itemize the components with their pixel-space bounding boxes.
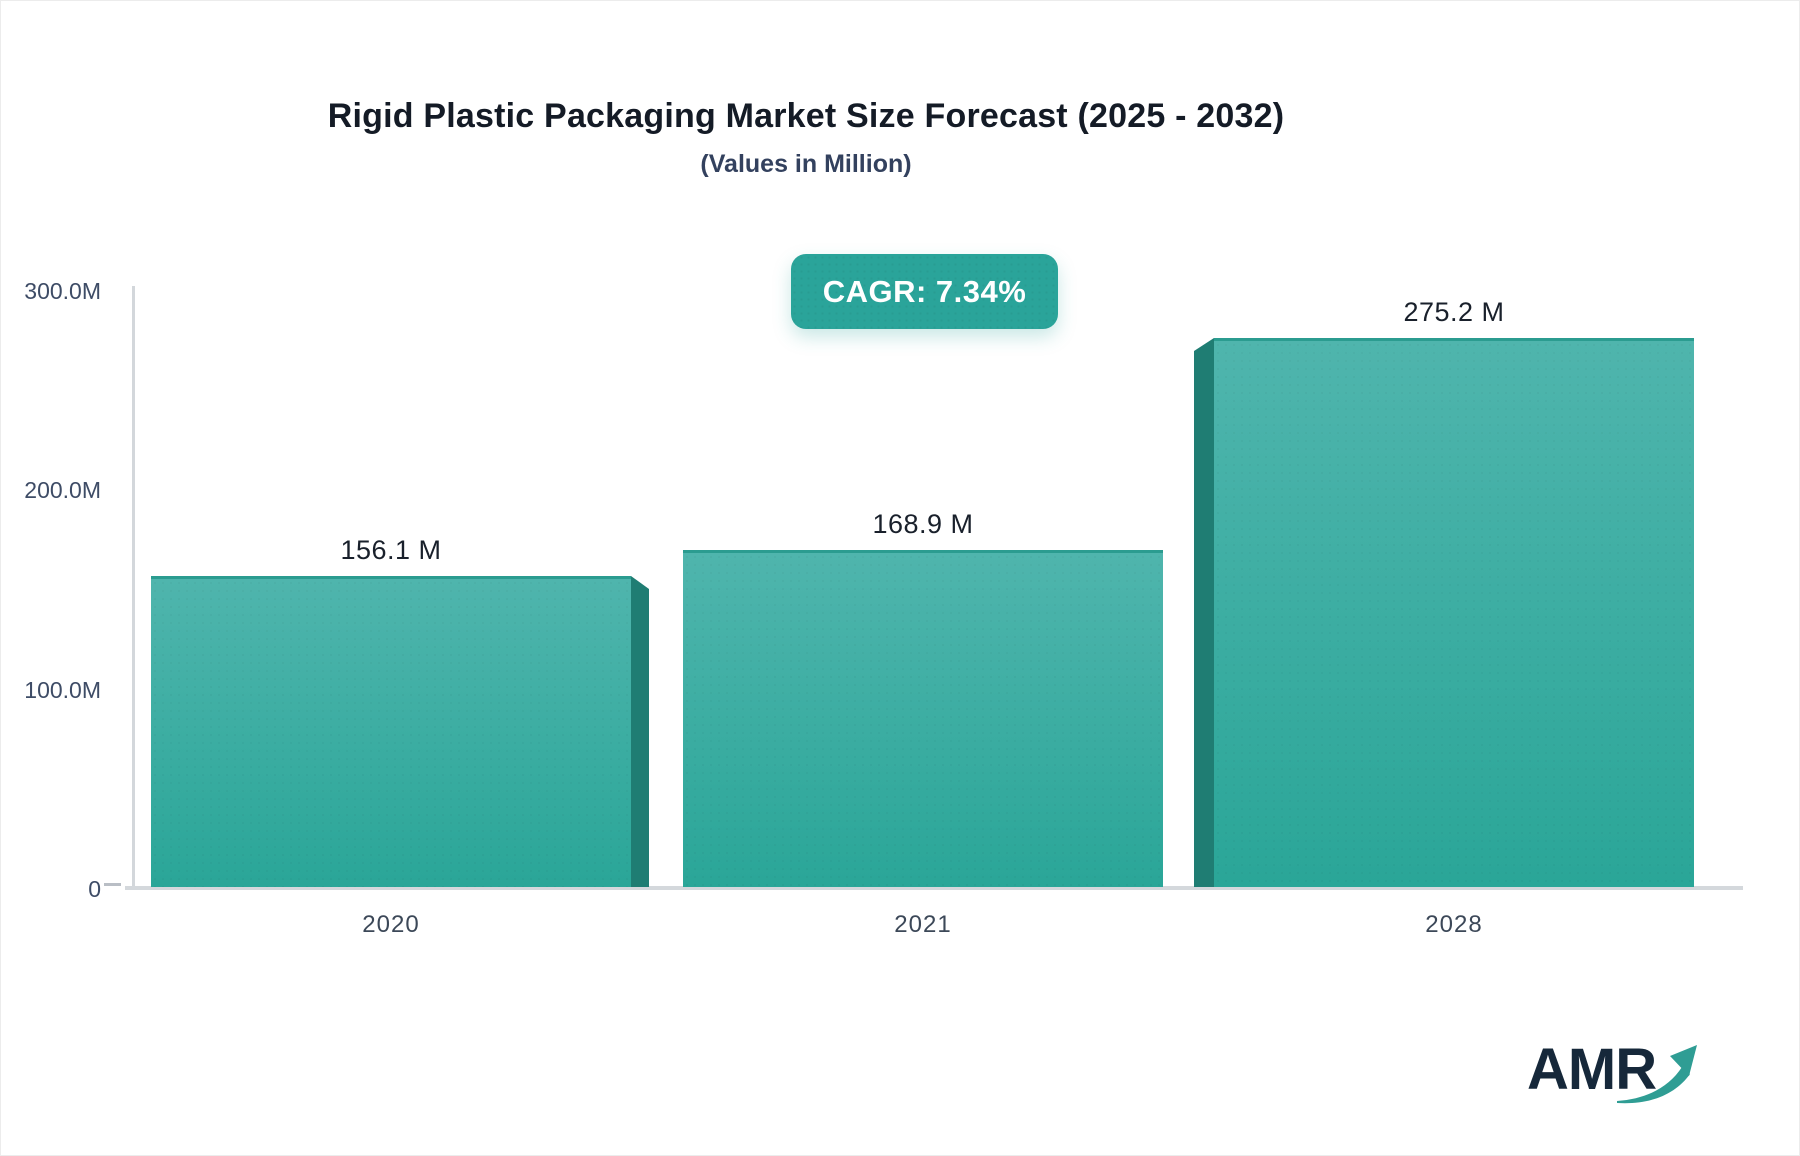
y-tick-label-200: 200.0M [24,477,101,503]
x-tick-label-2021: 2021 [894,911,952,938]
bar-2020-value-label: 156.1 M [340,535,442,565]
y-axis-line [132,286,135,889]
bar-2028: 275.2 M [1194,297,1694,887]
cagr-badge-label: CAGR: 7.34% [822,273,1027,309]
x-tick-label-2020: 2020 [362,911,420,938]
x-tick-label-2028: 2028 [1425,911,1483,938]
bar-2020-face [151,576,631,887]
amr-logo-arrow-icon [1617,1067,1690,1104]
amr-logo: AMR [1527,1037,1697,1104]
bar-2021-face [683,550,1163,887]
amr-logo-text: AMR [1527,1037,1656,1102]
y-tick-label-0: 0 [88,876,101,902]
chart-title: Rigid Plastic Packaging Market Size Fore… [327,97,1285,135]
x-axis-baseline [125,886,1743,890]
bar-2021-value-label: 168.9 M [872,509,974,539]
bar-2028-face [1214,338,1694,887]
cagr-badge: CAGR: 7.34% [791,254,1058,329]
y-axis-zero-tick [104,883,121,886]
bar-2020-side-face [631,576,649,887]
y-tick-label-300: 300.0M [24,278,101,304]
y-tick-label-100: 100.0M [24,677,101,703]
chart-subtitle: (Values in Million) [700,150,912,178]
bar-2020: 156.1 M [151,535,649,887]
bar-2021: 168.9 M [683,509,1163,887]
bar-2028-value-label: 275.2 M [1403,297,1505,327]
amr-logo-arrowhead-icon [1670,1045,1697,1076]
bar-2028-side-face [1194,338,1214,887]
